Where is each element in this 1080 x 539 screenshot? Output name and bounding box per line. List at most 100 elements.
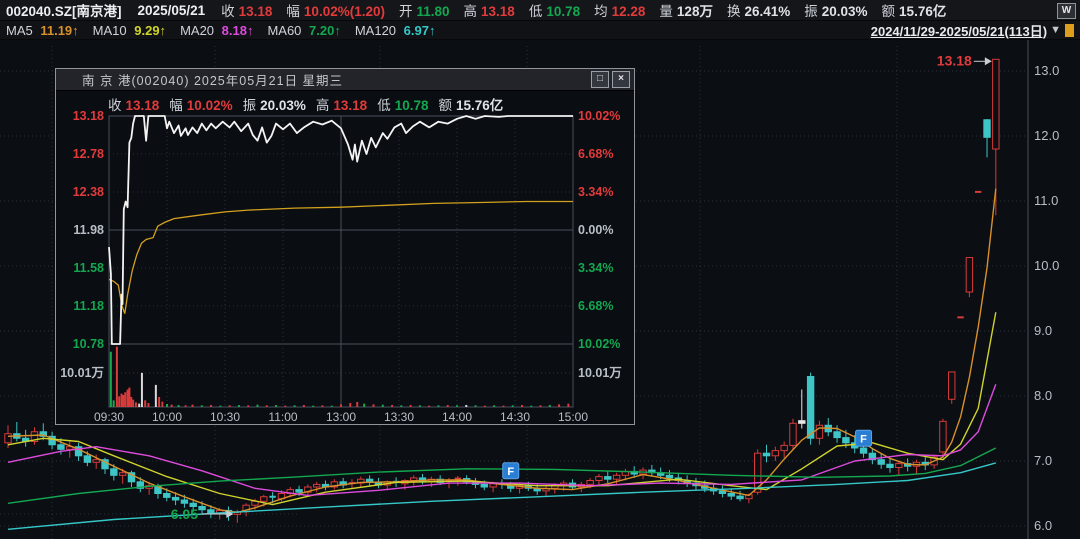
arrow-head-icon bbox=[984, 57, 992, 66]
candle bbox=[365, 475, 374, 486]
y-axis-label-left: 11.58 bbox=[73, 261, 104, 275]
candle bbox=[136, 477, 145, 493]
volume-bar bbox=[170, 404, 173, 407]
y-axis-label-left: 10.01万 bbox=[60, 366, 104, 380]
volume-bar bbox=[265, 405, 268, 407]
trade-date: 2025/05/21 bbox=[137, 2, 206, 18]
volume-bar bbox=[456, 405, 458, 407]
candle bbox=[595, 474, 603, 486]
volume-bar bbox=[120, 393, 123, 407]
y-axis-label: 7.0 bbox=[1034, 453, 1052, 468]
candle bbox=[418, 474, 427, 485]
volume-bar bbox=[502, 405, 505, 407]
volume-bar bbox=[381, 404, 384, 407]
x-axis-label: 14:00 bbox=[442, 410, 472, 424]
candle bbox=[604, 471, 612, 484]
candle bbox=[48, 431, 56, 450]
candle bbox=[824, 418, 832, 437]
low-price-label: 6.05 bbox=[171, 506, 198, 522]
svg-text:F: F bbox=[860, 433, 867, 445]
volume-bar bbox=[154, 384, 157, 407]
candle bbox=[92, 454, 100, 469]
volume-bar bbox=[418, 405, 421, 407]
y-axis-label: 13.0 bbox=[1034, 63, 1059, 78]
ma-item-MA120: MA120 6.97↑ bbox=[354, 22, 436, 38]
candle bbox=[806, 372, 815, 445]
volume-bar bbox=[122, 394, 125, 407]
candle bbox=[983, 119, 991, 158]
candle bbox=[648, 464, 656, 477]
y-axis-label-left: 13.18 bbox=[73, 109, 104, 123]
chevron-down-icon[interactable]: ▼ bbox=[1050, 24, 1061, 36]
candle bbox=[868, 448, 877, 465]
volume-bar bbox=[483, 405, 486, 407]
ma60-line bbox=[7, 447, 997, 504]
volume-bar bbox=[530, 405, 533, 407]
volume-bar bbox=[124, 392, 127, 407]
volume-bar bbox=[520, 404, 523, 407]
candle bbox=[171, 492, 180, 506]
volume-bar bbox=[428, 405, 431, 407]
intraday-popup-window: 13.18 12.78 12.38 11.98 11.58 11.18 10.78 10.01… bbox=[55, 68, 635, 425]
window-titlebar[interactable]: 南 京 港(002040) 2025年05月21日 星期三 □ × bbox=[56, 69, 634, 91]
candle bbox=[577, 481, 585, 493]
candle bbox=[886, 457, 894, 473]
top-field-均: 均 12.28 bbox=[594, 4, 646, 19]
event-marker-f[interactable]: F bbox=[502, 462, 520, 480]
volume-bar bbox=[437, 405, 440, 407]
event-marker-f[interactable]: F bbox=[855, 429, 873, 447]
arrow-head-icon bbox=[226, 510, 234, 518]
intraday-quote-fields: 收 13.18 幅 10.02% 振 20.03% 高 13.18 低 10.78 额 15.76亿 bbox=[56, 93, 634, 114]
y-axis-label-left: 11.18 bbox=[73, 299, 104, 313]
candle bbox=[313, 481, 321, 493]
y-axis-label-right: 6.68% bbox=[578, 299, 613, 313]
volume-bar bbox=[191, 404, 194, 407]
price-line bbox=[108, 115, 573, 345]
average-price-line bbox=[108, 200, 573, 314]
y-axis-label: 11.0 bbox=[1034, 193, 1058, 208]
y-axis-label: 6.0 bbox=[1034, 518, 1052, 533]
volume-bar bbox=[112, 400, 115, 407]
candle bbox=[189, 498, 197, 512]
candle bbox=[374, 477, 383, 489]
volume-bar bbox=[567, 403, 570, 407]
ma-item-MA60: MA60 7.20↑ bbox=[267, 22, 341, 38]
ma-item-MA20: MA20 8.18↑ bbox=[180, 22, 254, 38]
x-axis-label: 14:30 bbox=[500, 410, 530, 424]
right-edge-badge bbox=[1065, 23, 1074, 37]
candle bbox=[718, 485, 727, 498]
y-axis-label: 12.0 bbox=[1034, 128, 1059, 143]
volume-bar bbox=[493, 405, 496, 407]
maximize-button[interactable]: □ bbox=[591, 71, 609, 88]
candle bbox=[330, 479, 339, 490]
volume-bar bbox=[372, 404, 375, 407]
ma5-line bbox=[7, 188, 997, 514]
volume-bar bbox=[200, 405, 203, 407]
top-field-换: 换 26.41% bbox=[726, 4, 791, 19]
volume-bar bbox=[132, 399, 135, 407]
candle bbox=[780, 441, 788, 458]
candle bbox=[542, 485, 550, 497]
candle bbox=[612, 472, 621, 485]
top-field-额: 额 15.76亿 bbox=[881, 4, 947, 19]
candle bbox=[798, 389, 806, 429]
y-axis-label-right: 10.02% bbox=[578, 337, 620, 351]
volume-bar bbox=[219, 405, 222, 407]
volume-bar bbox=[330, 405, 333, 407]
volume-bar bbox=[210, 404, 213, 407]
ma-values: MA5 11.19↑ MA10 9.29↑ MA20 8.18↑ MA60 7.20↑… bbox=[6, 23, 449, 38]
intraday-field-振: 振 20.03% bbox=[242, 97, 306, 113]
candle bbox=[639, 467, 647, 480]
volume-bar bbox=[128, 387, 131, 407]
candle bbox=[339, 477, 347, 489]
candle bbox=[736, 490, 744, 502]
close-button[interactable]: × bbox=[612, 71, 630, 88]
date-range-selector[interactable]: 2024/11/29-2025/05/21(113日) bbox=[870, 23, 1048, 39]
svg-text:F: F bbox=[507, 466, 514, 478]
candle bbox=[127, 470, 136, 487]
candle bbox=[957, 316, 964, 319]
intraday-field-额: 额 15.76亿 bbox=[438, 97, 504, 113]
candle bbox=[727, 488, 735, 500]
intraday-field-高: 高 13.18 bbox=[315, 97, 368, 113]
